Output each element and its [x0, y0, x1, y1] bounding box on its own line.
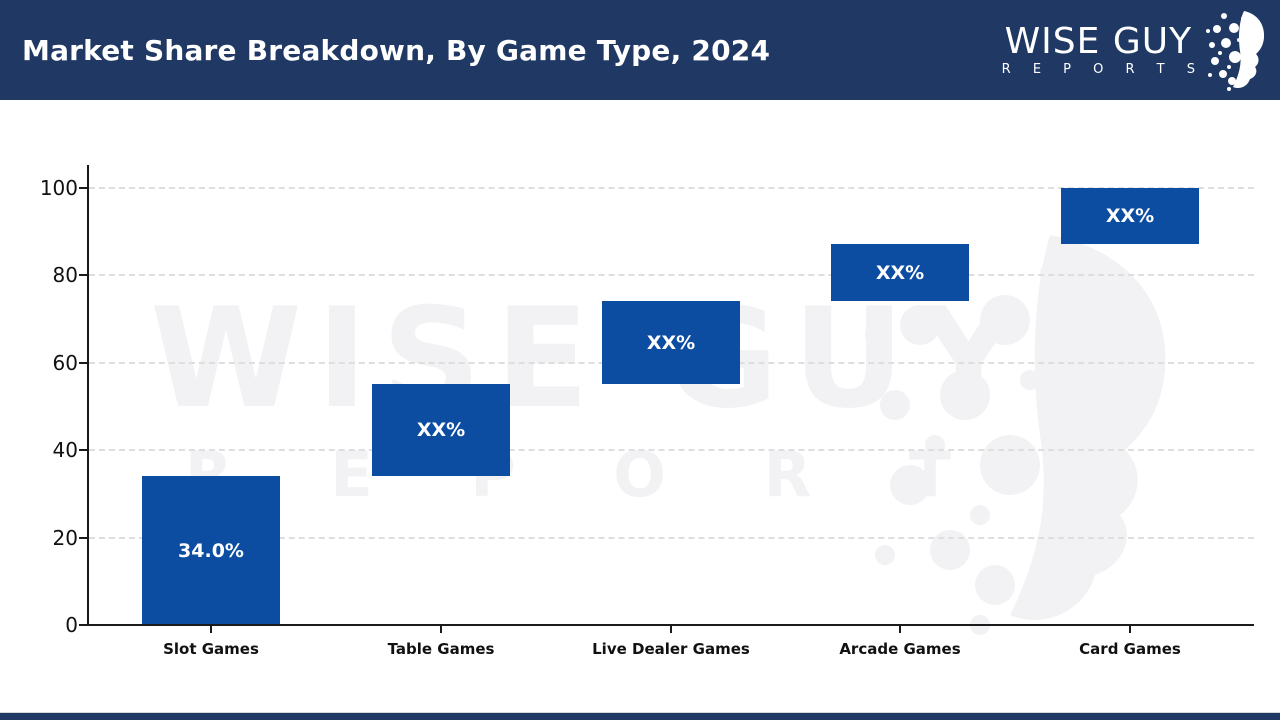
- y-tick-label: 40: [52, 438, 78, 462]
- bar-arcade-games: XX%: [831, 244, 969, 302]
- x-axis-line: [87, 624, 1254, 626]
- bar-value-label: 34.0%: [178, 539, 244, 562]
- bar-live-dealer-games: XX%: [602, 301, 740, 385]
- logo-wordmark: WISE GUY: [1004, 20, 1193, 62]
- category-label-arcade-games: Arcade Games: [839, 640, 961, 658]
- y-tick-label: 20: [52, 525, 78, 550]
- logo-head-icon: [1206, 11, 1265, 91]
- y-tick-label: 60: [52, 350, 78, 375]
- x-tick-arcade-games: [899, 626, 901, 633]
- y-tick-label: 0: [65, 613, 78, 637]
- logo-subtitle: R E P O R T S: [1001, 62, 1204, 78]
- x-tick-slot-games: [210, 626, 212, 633]
- category-label-slot-games: Slot Games: [163, 640, 259, 658]
- x-tick-live-dealer-games: [670, 626, 672, 633]
- bar-value-label: XX%: [1105, 204, 1155, 227]
- y-tick-100: [79, 186, 87, 189]
- y-tick-20: [79, 536, 87, 539]
- y-axis-line: [87, 165, 89, 625]
- y-tick-0: [79, 624, 87, 626]
- header-banner: Market Share Breakdown, By Game Type, 20…: [0, 0, 1280, 100]
- gridline-100: [89, 186, 1254, 189]
- bar-table-games: XX%: [372, 384, 510, 477]
- category-label-card-games: Card Games: [1079, 640, 1181, 658]
- x-tick-table-games: [440, 626, 442, 633]
- gridline-40: [89, 449, 1254, 451]
- wise-guy-reports-logo: WISE GUY R E P O R T S: [993, 7, 1280, 93]
- y-tick-label: 80: [52, 263, 78, 287]
- footer-hairline: [0, 712, 1280, 713]
- gridline-80: [89, 274, 1254, 276]
- watermark-wordmark: WISE GUY: [150, 278, 1033, 439]
- category-label-live-dealer-games: Live Dealer Games: [592, 640, 750, 658]
- bar-slot-games: 34.0%: [142, 476, 280, 625]
- bar-card-games: XX%: [1061, 187, 1199, 245]
- bar-value-label: XX%: [416, 419, 466, 442]
- logo-text: WISE GUY R E P O R T S: [993, 20, 1204, 78]
- footer-bar: [0, 713, 1280, 720]
- y-tick-80: [79, 274, 87, 276]
- bar-value-label: XX%: [646, 331, 696, 354]
- y-tick-40: [79, 449, 87, 451]
- y-tick-60: [79, 361, 87, 364]
- y-tick-label: 100: [39, 175, 78, 200]
- chart-title: Market Share Breakdown, By Game Type, 20…: [22, 33, 771, 67]
- category-label-table-games: Table Games: [387, 640, 495, 658]
- x-tick-card-games: [1129, 626, 1131, 633]
- bar-value-label: XX%: [875, 261, 925, 284]
- gridline-20: [89, 536, 1254, 539]
